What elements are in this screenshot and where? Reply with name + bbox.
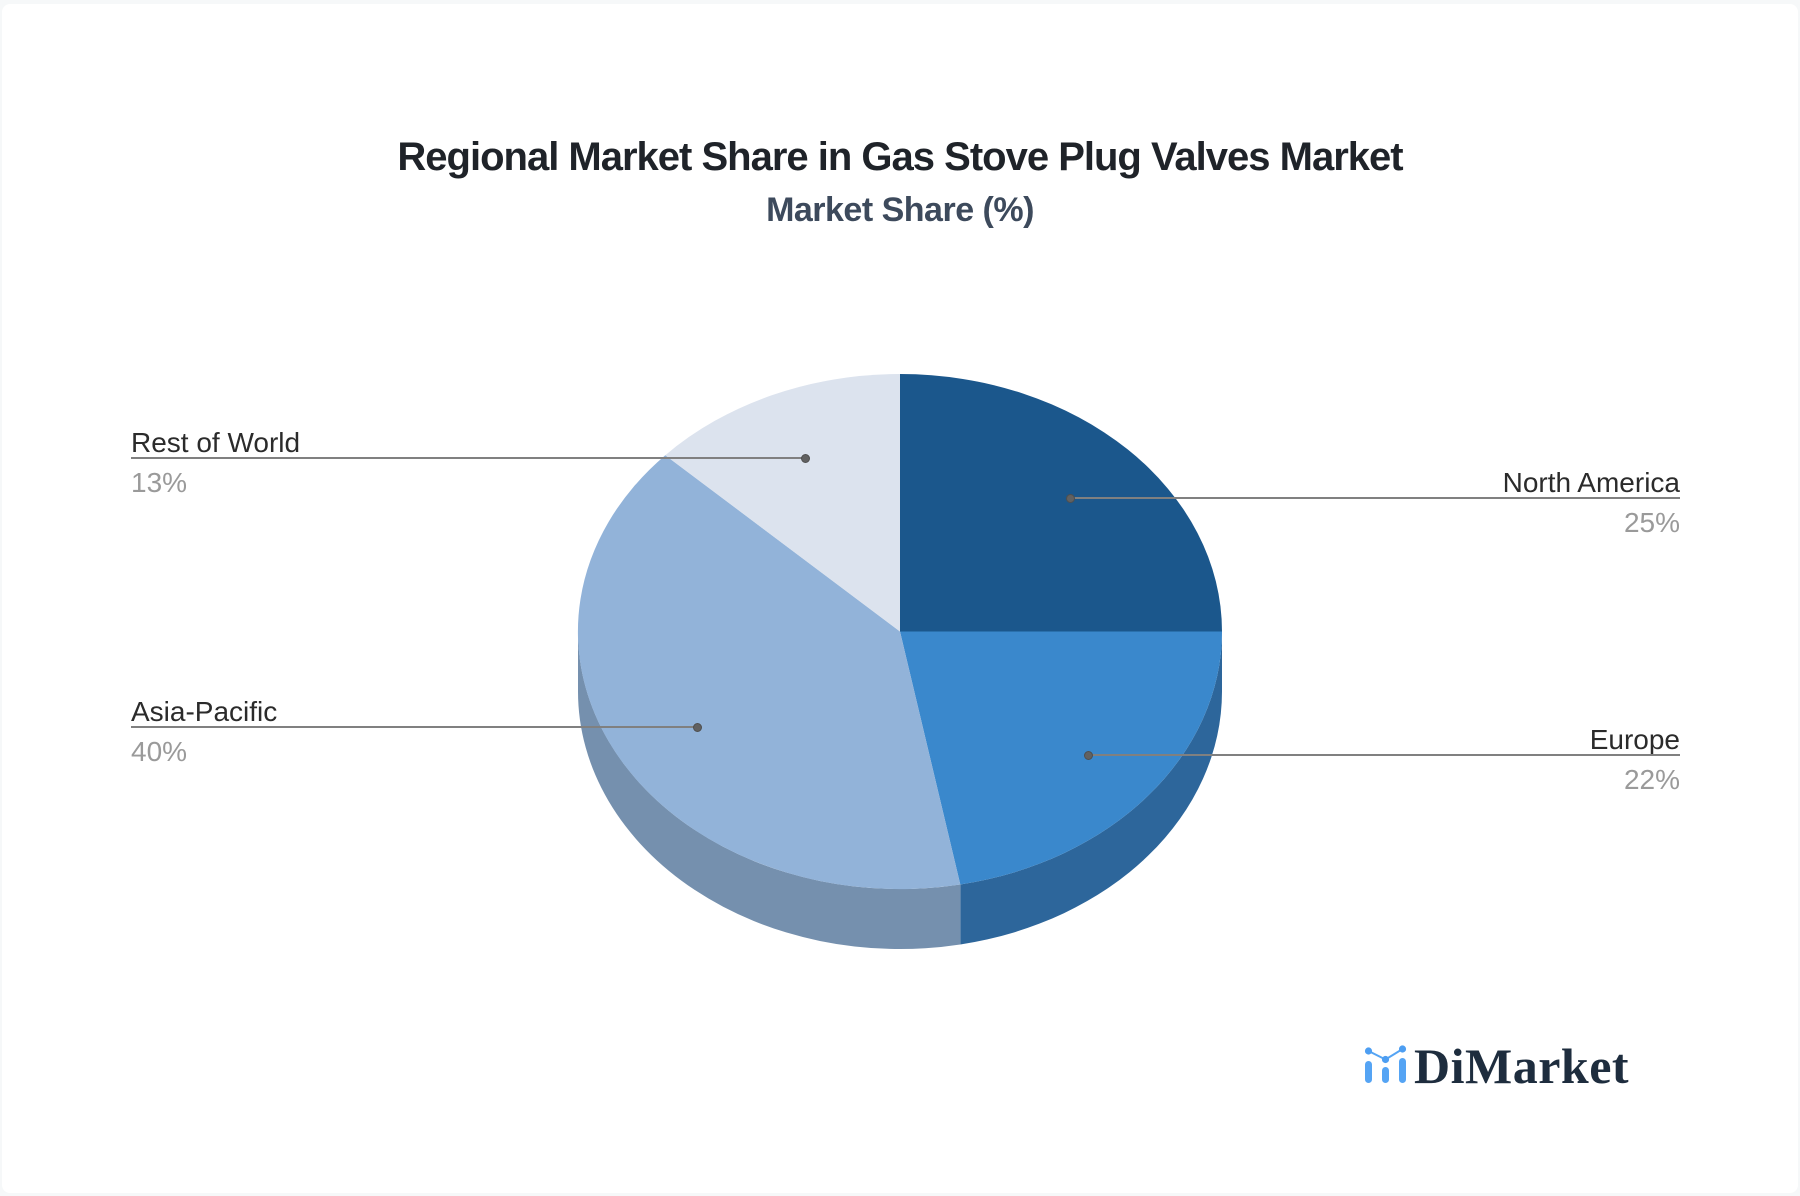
callout-label-rest-of-world: Rest of World <box>131 427 301 458</box>
chart-subtitle: Market Share (%) <box>766 191 1034 229</box>
leader-dot-europe <box>1084 751 1093 760</box>
brand-logo-text: DiMarket <box>1414 1038 1630 1094</box>
callout-label-north-america: North America <box>1502 467 1680 498</box>
pie-slice-europe[interactable] <box>900 631 1222 885</box>
callout-pct-asia-pacific: 40% <box>131 736 188 767</box>
callout-pct-rest-of-world: 13% <box>131 467 188 498</box>
brand-logo: DiMarket <box>1358 1040 1678 1100</box>
callout-pct-europe: 22% <box>1623 764 1680 795</box>
pie-slice-rest-of-world[interactable] <box>665 374 900 632</box>
leader-line-asia-pacific <box>131 726 697 728</box>
callout-pct-north-america: 25% <box>1623 507 1680 538</box>
leader-dot-asia-pacific <box>693 723 702 732</box>
pie-side-asia-pacific <box>578 631 961 950</box>
bar-line-chart-icon <box>1364 1045 1407 1083</box>
leader-dot-rest-of-world <box>801 454 810 463</box>
leader-line-north-america <box>1070 497 1680 499</box>
pie-side-europe <box>960 631 1222 945</box>
chart-title: Regional Market Share in Gas Stove Plug … <box>397 135 1403 179</box>
leader-line-rest-of-world <box>131 457 805 459</box>
callout-label-asia-pacific: Asia-Pacific <box>131 696 278 727</box>
pie-slice-north-america[interactable] <box>900 374 1222 632</box>
leader-line-europe <box>1088 754 1680 756</box>
callout-label-europe: Europe <box>1589 724 1680 755</box>
pie-slice-asia-pacific[interactable] <box>577 455 961 890</box>
leader-dot-north-america <box>1066 494 1075 503</box>
